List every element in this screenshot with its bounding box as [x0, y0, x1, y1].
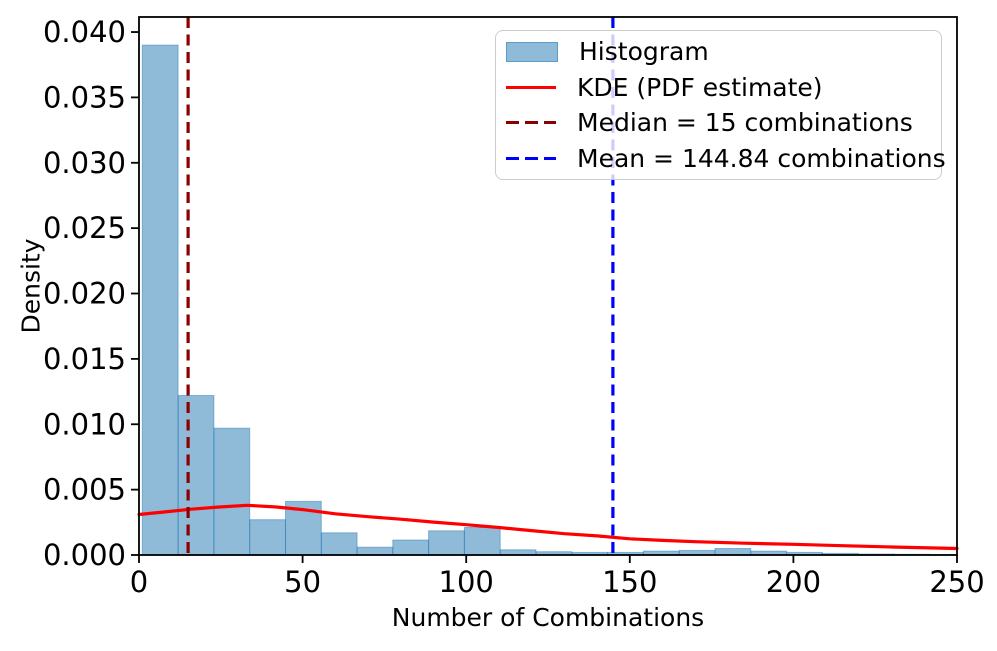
histogram-bar: [320, 532, 358, 556]
histogram-bar: [428, 530, 465, 556]
kde-curve: [137, 503, 959, 551]
mean-dash-swatch-icon: [506, 156, 556, 160]
axes-spines: [138, 16, 958, 556]
legend-entry-mean: Mean = 144.84 combinations: [496, 141, 946, 177]
legend-entry-kde: KDE (PDF estimate): [496, 70, 941, 106]
y-tick-label: 0.035: [43, 80, 126, 114]
kde-line-swatch-icon: [506, 85, 556, 89]
x-tick-label: 0: [130, 565, 148, 599]
histogram-bar: [463, 527, 501, 556]
legend-entry-histogram: Histogram: [496, 34, 941, 70]
y-axis-label: Density: [16, 238, 46, 334]
histogram-swatch-icon: [506, 41, 558, 62]
x-tick-label: 50: [284, 565, 321, 599]
y-tick-label: 0.010: [43, 407, 126, 441]
x-axis-label: Number of Combinations: [391, 603, 705, 632]
y-tick-label: 0.005: [43, 473, 126, 507]
legend-label-median: Median = 15 combinations: [577, 108, 913, 137]
y-tick-label: 0.015: [43, 342, 126, 376]
legend-label-kde: KDE (PDF estimate): [577, 72, 823, 102]
histogram-bar: [141, 44, 179, 556]
x-tick-label: 250: [929, 565, 984, 599]
histogram-bar: [714, 548, 752, 556]
legend: Histogram KDE (PDF estimate) Median = 15…: [495, 30, 946, 180]
histogram-bar: [249, 519, 286, 556]
histogram-bar: [213, 427, 251, 556]
histogram-bar: [356, 546, 394, 556]
legend-label-histogram: Histogram: [579, 37, 709, 66]
x-tick-label: 200: [766, 565, 821, 599]
y-tick-label: 0.030: [43, 146, 126, 180]
legend-label-mean: Mean = 144.84 combinations: [577, 143, 946, 173]
histogram-bar: [392, 539, 430, 556]
x-tick-label: 100: [439, 565, 494, 599]
y-tick-label: 0.040: [43, 15, 126, 49]
histogram-bar: [177, 395, 215, 556]
y-tick-label: 0.025: [43, 211, 126, 245]
y-tick-label: 0.020: [43, 277, 126, 311]
median-dash-swatch-icon: [506, 121, 556, 125]
x-tick-label: 150: [602, 565, 657, 599]
y-tick-label: 0.000: [43, 538, 126, 572]
legend-entry-median: Median = 15 combinations: [496, 105, 941, 141]
